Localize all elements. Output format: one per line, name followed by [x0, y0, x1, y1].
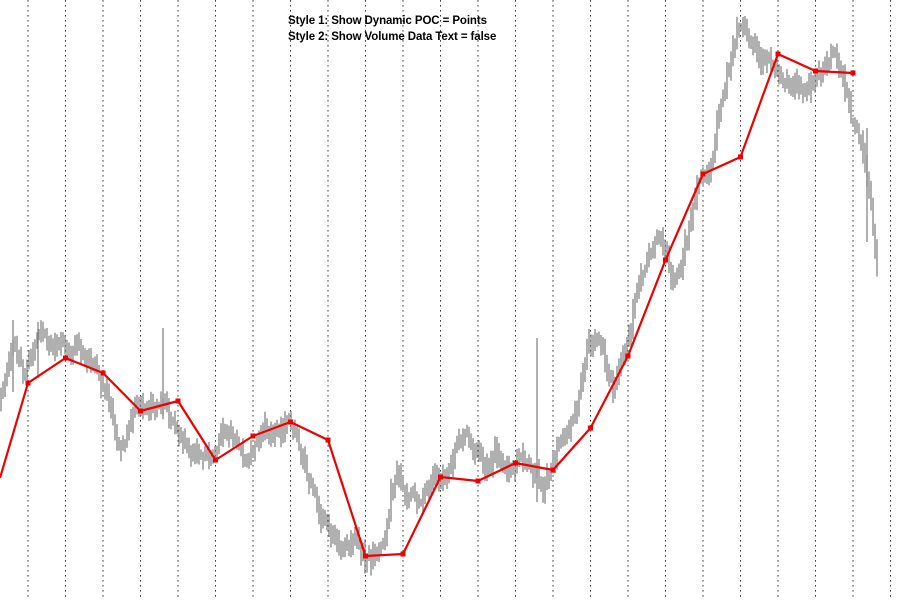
poc-line	[0, 52, 854, 558]
poc-markers	[25, 51, 856, 559]
grid-lines	[27, 0, 891, 600]
price-bars	[0, 16, 878, 576]
